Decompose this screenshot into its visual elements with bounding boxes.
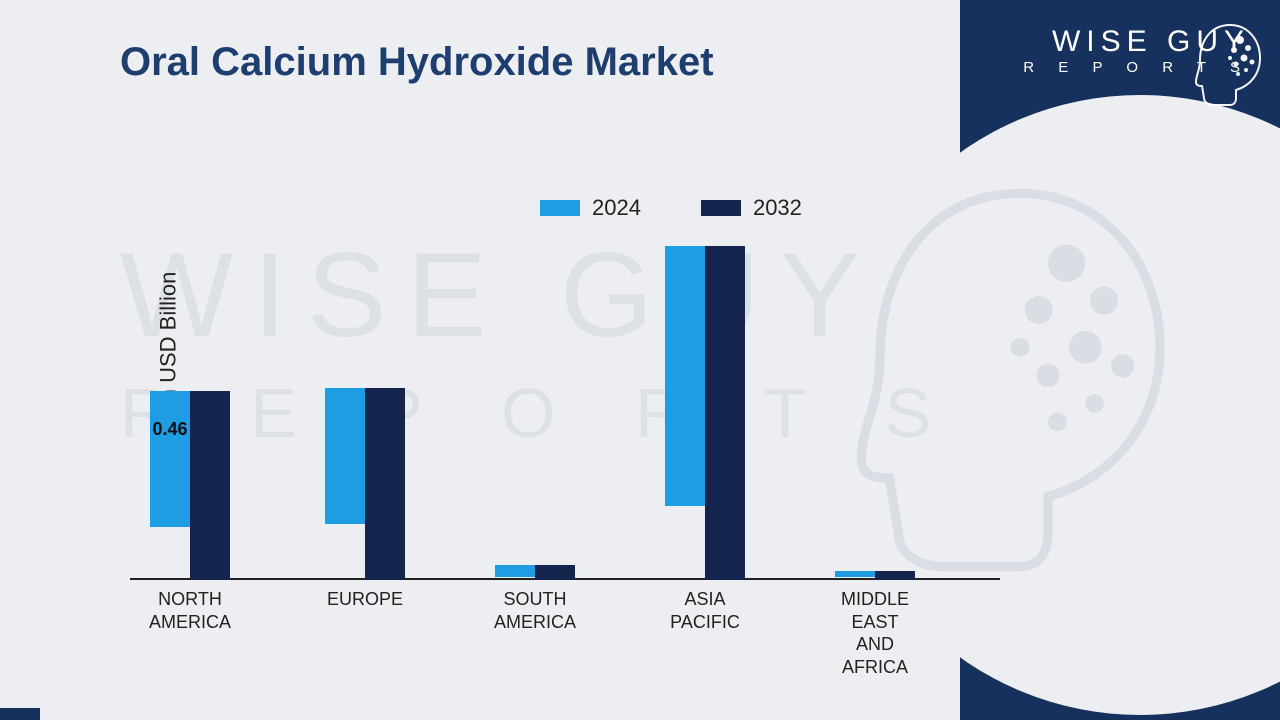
bar-group <box>825 571 925 580</box>
legend-label-2032: 2032 <box>753 195 802 221</box>
report-canvas: WISE GUY R E P O R T S WISE GUY R E P O … <box>0 0 1280 720</box>
bar-2024 <box>665 246 705 506</box>
bar-group <box>485 565 585 580</box>
legend-swatch-2032 <box>701 200 741 216</box>
x-axis-labels: NORTHAMERICAEUROPESOUTHAMERICAASIAPACIFI… <box>130 588 1000 698</box>
bar-2024 <box>325 388 365 524</box>
bar-2032 <box>190 391 230 580</box>
bottom-accent-bar <box>0 708 40 720</box>
legend: 2024 2032 <box>540 195 802 221</box>
bar-2032 <box>705 246 745 580</box>
chart-title: Oral Calcium Hydroxide Market <box>120 40 714 85</box>
bar-2032 <box>535 565 575 580</box>
bar-2024 <box>835 571 875 577</box>
brand-head-icon <box>1190 20 1270 110</box>
x-axis-category-label: MIDDLEEASTANDAFRICA <box>805 588 945 678</box>
bar-2032 <box>875 571 915 580</box>
bar-chart: 0.46 <box>130 240 1000 580</box>
legend-item-2024: 2024 <box>540 195 641 221</box>
x-axis-category-label: EUROPE <box>295 588 435 611</box>
x-axis-category-label: ASIAPACIFIC <box>635 588 775 633</box>
x-axis-category-label: SOUTHAMERICA <box>465 588 605 633</box>
bar-group <box>315 388 415 580</box>
bar-2024 <box>150 391 190 527</box>
x-axis-category-label: NORTHAMERICA <box>120 588 260 633</box>
bar-group <box>655 246 755 580</box>
legend-swatch-2024 <box>540 200 580 216</box>
bar-2024 <box>495 565 535 577</box>
bar-2032 <box>365 388 405 580</box>
bar-value-label: 0.46 <box>152 419 187 440</box>
legend-item-2032: 2032 <box>701 195 802 221</box>
legend-label-2024: 2024 <box>592 195 641 221</box>
